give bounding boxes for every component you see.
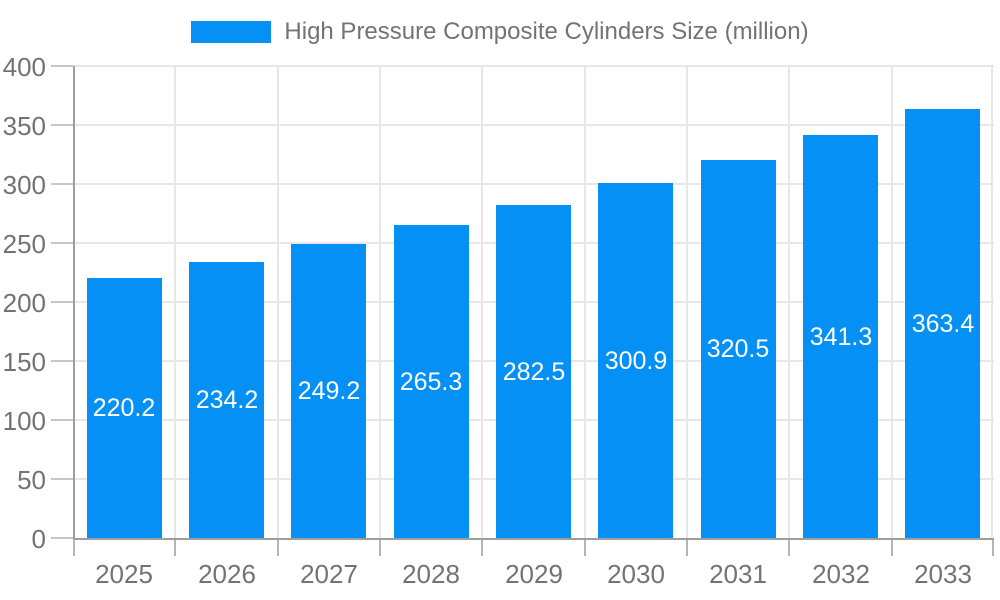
x-tick-label: 2025 [95, 559, 153, 589]
y-axis-tick [51, 124, 73, 126]
y-tick-label: 150 [2, 347, 46, 377]
bar-value-label: 300.9 [604, 347, 668, 375]
y-tick-label: 350 [2, 111, 46, 141]
x-axis-line [73, 538, 994, 540]
bar [701, 160, 776, 538]
y-tick-label: 0 [31, 524, 46, 554]
x-axis-tick [277, 540, 279, 556]
bar [496, 205, 571, 538]
gridline-vertical [891, 66, 893, 538]
bar-value-label: 234.2 [195, 386, 259, 414]
bar-value-label: 249.2 [297, 377, 361, 405]
y-axis-tick [51, 419, 73, 421]
y-axis-tick [51, 65, 73, 67]
x-tick-label: 2031 [709, 559, 767, 589]
gridline-vertical [584, 66, 586, 538]
y-tick-label: 50 [17, 465, 46, 495]
x-tick-label: 2026 [198, 559, 256, 589]
gridline-vertical [788, 66, 790, 538]
x-tick-label: 2027 [300, 559, 358, 589]
gridline-vertical [174, 66, 176, 538]
y-tick-label: 400 [2, 52, 46, 82]
gridline-vertical [379, 66, 381, 538]
bar [189, 262, 264, 538]
x-axis-tick [73, 540, 75, 556]
x-tick-label: 2033 [914, 559, 972, 589]
y-tick-label: 250 [2, 229, 46, 259]
plot-area: 0 50 100 150 200 250 300 350 400 220.2 2025 234.2 20… [3, 52, 994, 589]
legend-label: High Pressure Composite Cylinders Size (… [284, 18, 809, 45]
y-axis-tick [51, 301, 73, 303]
x-axis-tick [584, 540, 586, 556]
gridline-vertical [481, 66, 483, 538]
gridline-horizontal [73, 124, 994, 126]
y-axis-line [73, 66, 75, 540]
y-axis-tick [51, 242, 73, 244]
x-axis-tick [788, 540, 790, 556]
bar-value-label: 220.2 [92, 394, 156, 422]
bar [291, 244, 366, 538]
bar-value-label: 320.5 [706, 335, 770, 363]
y-tick-label: 200 [2, 288, 46, 318]
bar [803, 135, 878, 538]
bar [394, 225, 469, 538]
y-tick-label: 300 [2, 170, 46, 200]
bar-value-label: 341.3 [809, 323, 873, 351]
bar-value-label: 363.4 [911, 310, 975, 338]
x-tick-label: 2029 [505, 559, 563, 589]
y-tick-label: 100 [2, 406, 46, 436]
gridline-vertical [277, 66, 279, 538]
gridline-horizontal [73, 65, 994, 67]
bar-value-label: 282.5 [502, 358, 566, 386]
x-axis-tick [992, 540, 994, 556]
legend-swatch [191, 21, 272, 43]
y-axis-tick [51, 478, 73, 480]
chart-legend[interactable]: High Pressure Composite Cylinders Size (… [0, 17, 1000, 47]
x-axis-tick [686, 540, 688, 556]
y-axis-tick [51, 183, 73, 185]
x-axis-tick [481, 540, 483, 556]
bar [598, 183, 673, 538]
bar-value-label: 265.3 [399, 368, 463, 396]
x-axis-tick [891, 540, 893, 556]
x-tick-label: 2030 [607, 559, 665, 589]
x-axis-tick [174, 540, 176, 556]
y-axis-tick [51, 537, 73, 539]
bar [87, 278, 162, 538]
bar [905, 109, 980, 538]
x-tick-label: 2028 [402, 559, 460, 589]
gridline-vertical [686, 66, 688, 538]
gridline-vertical [991, 66, 993, 538]
y-axis-tick [51, 360, 73, 362]
x-axis-tick [379, 540, 381, 556]
x-tick-label: 2032 [812, 559, 870, 589]
gridline-horizontal [73, 183, 994, 185]
